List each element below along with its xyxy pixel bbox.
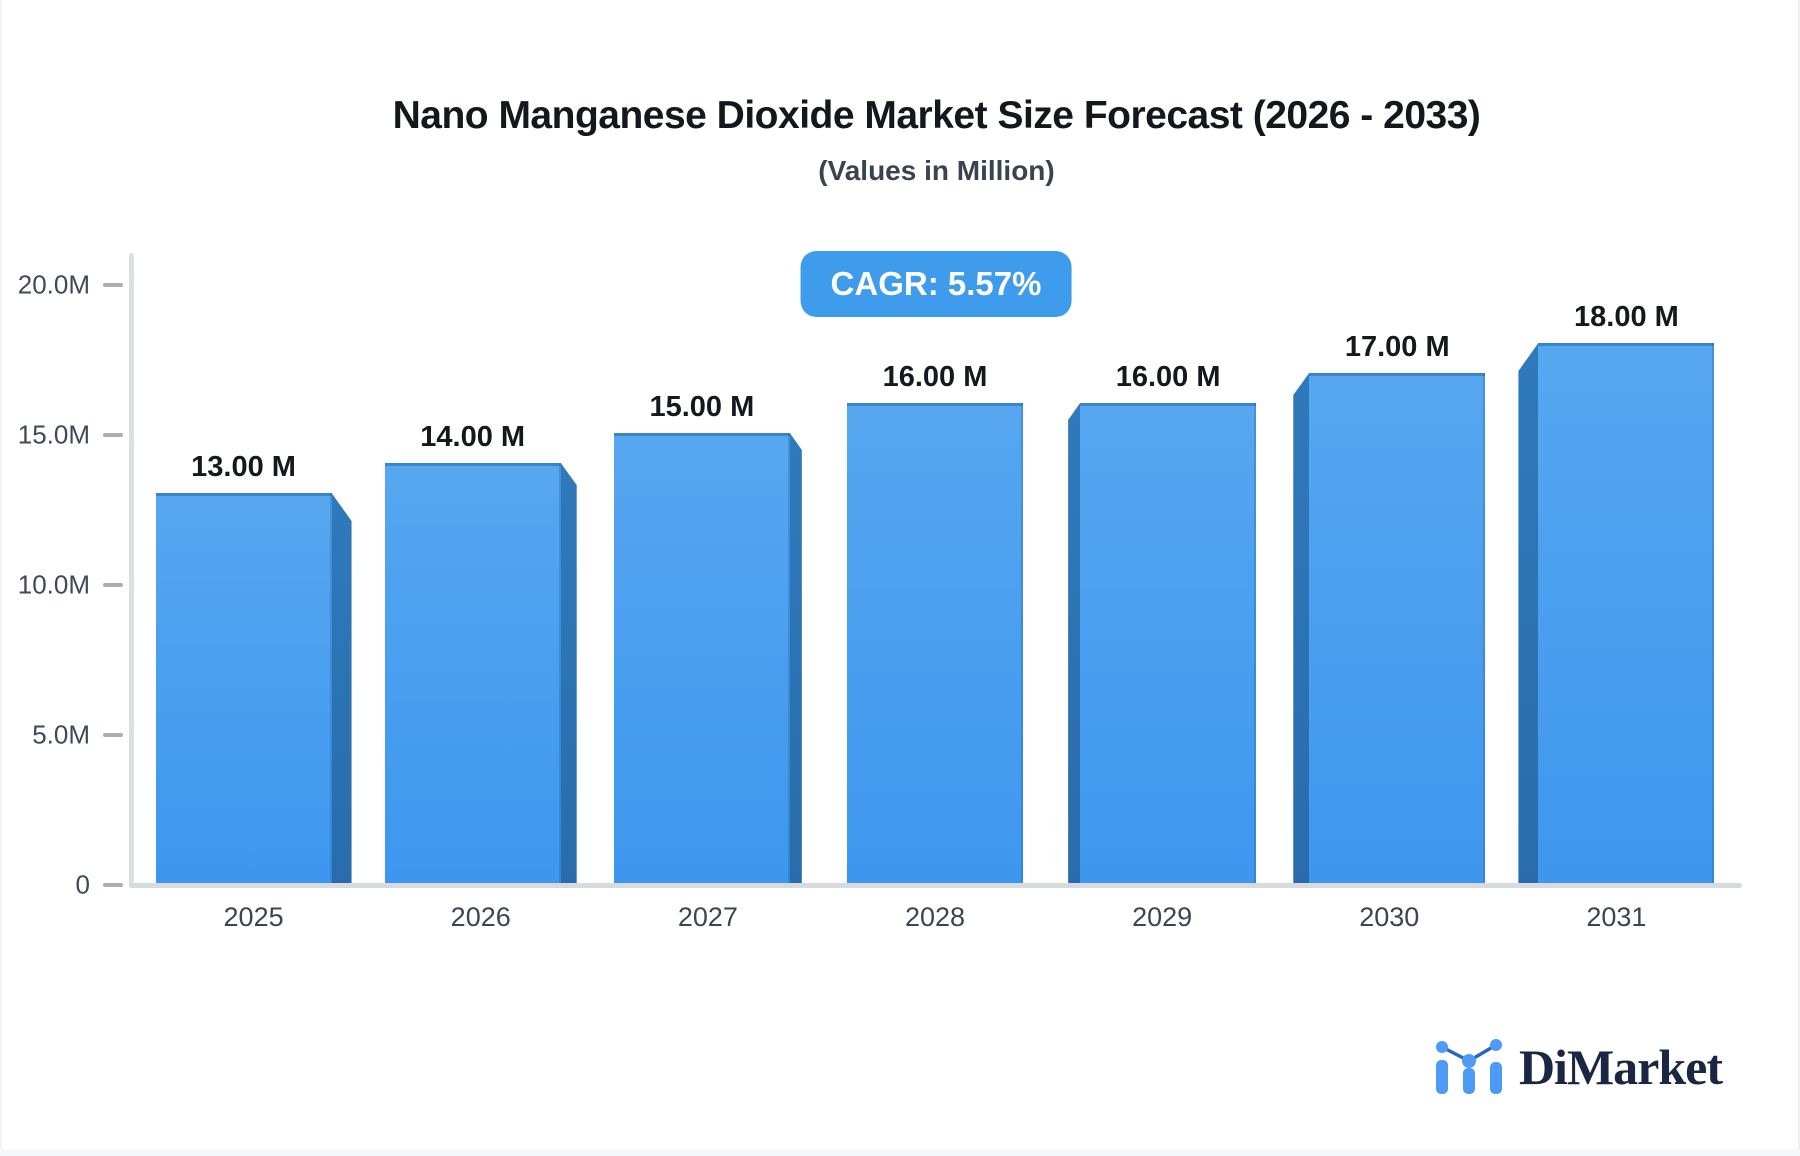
bar-face	[1309, 373, 1486, 883]
x-axis-label-2026: 2026	[450, 902, 511, 932]
chart-header: Nano Manganese Dioxide Market Size Forec…	[133, 92, 1740, 187]
x-axis-label-2028: 2028	[904, 902, 966, 932]
bar-2028: 16.00 M	[846, 361, 1023, 883]
brand-logo: DiMarket	[1434, 1038, 1723, 1096]
bar-value-label: 15.00 M	[649, 391, 755, 423]
bar-slot-2031: 18.00 M 2031	[1503, 285, 1730, 932]
chart-title: Nano Manganese Dioxide Market Size Forec…	[392, 94, 1481, 137]
brand-name: DiMarket	[1518, 1039, 1723, 1095]
bar-2027: 15.00 M	[613, 391, 802, 883]
x-axis-label-2030: 2030	[1359, 902, 1420, 932]
chart-subtitle: (Values in Million)	[818, 155, 1055, 186]
y-axis-tick-mark	[103, 433, 123, 437]
y-axis-tick-mark	[103, 283, 123, 287]
bar-slot-2025: 13.00 M 2025	[140, 285, 367, 932]
plot-area: 13.00 M 2025 14.00 M 2026 15.00 M 2027 16.00 M…	[140, 285, 1730, 932]
bar-value-label: 16.00 M	[882, 361, 988, 393]
bar-face	[1080, 403, 1257, 883]
y-axis-tick-mark	[103, 733, 123, 737]
bar-face	[846, 403, 1023, 883]
bar-2030: 17.00 M	[1293, 331, 1486, 883]
y-axis-tick-label: 15.0M	[17, 419, 90, 450]
bar-value-label: 17.00 M	[1344, 331, 1450, 363]
bar-2031: 18.00 M	[1518, 301, 1715, 883]
bar-2025: 13.00 M	[155, 451, 352, 883]
y-axis-tick-label: 0	[75, 869, 90, 900]
y-axis-tick-label: 5.0M	[32, 719, 90, 750]
bar-slot-2028: 16.00 M 2028	[821, 285, 1048, 932]
bar-3d-side	[789, 433, 802, 883]
bar-slot-2027: 15.00 M 2027	[594, 285, 821, 932]
x-axis-label-2031: 2031	[1586, 902, 1647, 932]
logo-bar-chart-icon	[1435, 1039, 1502, 1094]
bar-2029: 16.00 M	[1068, 361, 1257, 883]
bar-face	[155, 493, 332, 883]
cagr-badge: CAGR: 5.57%	[800, 251, 1072, 317]
x-axis-label-2029: 2029	[1132, 902, 1193, 932]
bar-face	[384, 463, 561, 883]
x-axis-line	[129, 883, 1742, 888]
y-axis-tick-mark	[103, 583, 123, 587]
bar-2026: 14.00 M	[384, 421, 577, 883]
bar-face	[1538, 343, 1715, 883]
bar-3d-side	[1068, 403, 1081, 883]
bar-3d-side	[1293, 373, 1310, 883]
bar-3d-side	[331, 493, 352, 883]
x-axis-label-2027: 2027	[677, 902, 738, 932]
y-axis-tick-label: 20.0M	[17, 269, 90, 300]
bar-3d-side	[1518, 343, 1539, 883]
y-axis-tick-label: 10.0M	[17, 569, 90, 600]
bar-slot-2030: 17.00 M 2030	[1276, 285, 1503, 932]
y-axis-line	[129, 253, 134, 888]
bar-value-label: 13.00 M	[191, 451, 296, 483]
x-axis-label-2025: 2025	[223, 902, 284, 932]
bar-face	[613, 433, 790, 883]
bar-3d-side	[560, 463, 577, 883]
bar-value-label: 18.00 M	[1574, 301, 1679, 333]
bar-slot-2029: 16.00 M 2029	[1049, 285, 1276, 932]
bar-value-label: 14.00 M	[420, 421, 526, 453]
bar-value-label: 16.00 M	[1115, 361, 1221, 393]
y-axis-tick-mark	[103, 883, 123, 887]
bar-slot-2026: 14.00 M 2026	[367, 285, 594, 932]
